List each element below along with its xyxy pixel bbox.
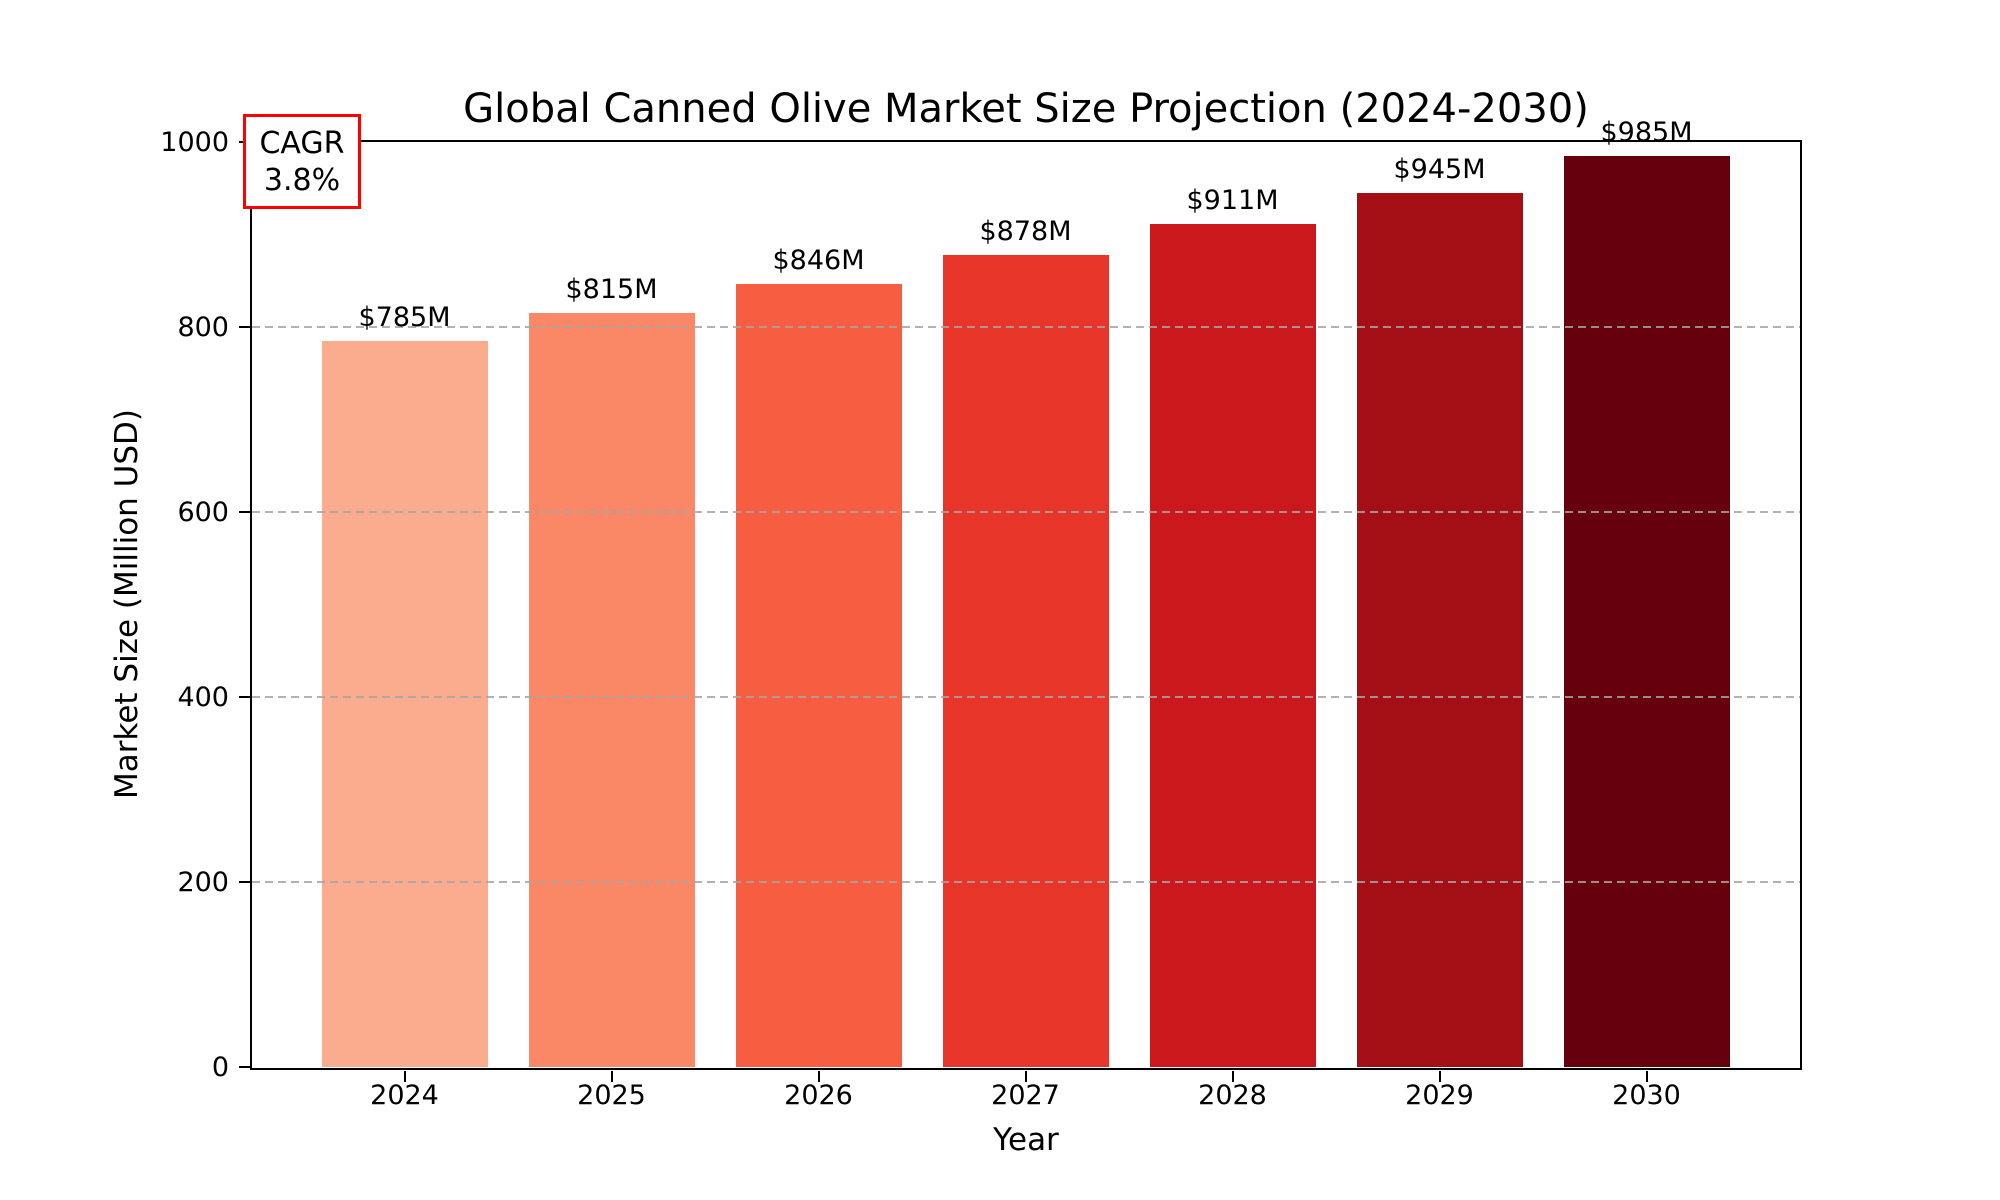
bar-value-label-2028: $911M (1186, 185, 1279, 217)
chart-title: Global Canned Olive Market Size Projecti… (463, 86, 1589, 132)
bar-2024 (321, 340, 488, 1067)
bar-2027 (942, 254, 1109, 1067)
x-tick-mark (610, 1070, 613, 1082)
y-tick-mark (238, 1066, 250, 1068)
bar-value-label-2026: $846M (772, 245, 865, 277)
gridline-200 (252, 881, 1800, 883)
y-tick-mark (238, 511, 250, 513)
plot-area: $785M 2024 $815M 2025 $846M 2026 $878M 2027 $911… (238, 117, 1802, 1111)
bar-value-label-2024: $785M (358, 301, 451, 333)
x-tick-label-2027: 2027 (991, 1080, 1060, 1111)
y-tick-label-400: 400 (177, 681, 229, 713)
x-tick-label-2024: 2024 (370, 1080, 439, 1111)
x-tick-mark (1438, 1070, 1441, 1082)
gridline-800 (252, 326, 1800, 328)
y-tick-mark (238, 881, 250, 883)
y-tick-label-800: 800 (177, 311, 229, 343)
x-tick-label-2025: 2025 (577, 1080, 646, 1111)
y-tick-label-200: 200 (177, 866, 229, 898)
bar-2030 (1563, 155, 1730, 1067)
x-axis-label: Year (993, 1122, 1059, 1158)
x-tick-mark (403, 1070, 406, 1082)
bar-value-label-2025: $815M (565, 274, 658, 306)
x-tick-mark (817, 1070, 820, 1082)
bar-value-label-2027: $878M (979, 215, 1072, 247)
x-tick-label-2028: 2028 (1198, 1080, 1267, 1111)
x-tick-label-2029: 2029 (1405, 1080, 1474, 1111)
x-tick-mark (1024, 1070, 1027, 1082)
y-tick-label-600: 600 (177, 496, 229, 528)
gridline-400 (252, 696, 1800, 698)
cagr-annotation-line1: CAGR (259, 125, 345, 161)
bar-2025 (528, 313, 695, 1067)
bar-value-label-2029: $945M (1393, 153, 1486, 185)
y-tick-mark (238, 696, 250, 698)
x-tick-mark (1645, 1070, 1648, 1082)
bar-2029 (1356, 192, 1523, 1067)
y-axis-tick-labels: 0 200 400 600 800 1000 (0, 0, 229, 1200)
bar-2028 (1149, 224, 1316, 1067)
x-tick-label-2026: 2026 (784, 1080, 853, 1111)
y-tick-mark (238, 326, 250, 328)
bar-value-label-2030: $985M (1600, 116, 1693, 148)
gridline-600 (252, 511, 1800, 513)
y-tick-label-0: 0 (211, 1051, 229, 1083)
x-tick-label-2030: 2030 (1612, 1080, 1681, 1111)
y-tick-label-1000: 1000 (160, 126, 229, 158)
bar-2026 (735, 284, 902, 1067)
cagr-annotation-line2: 3.8% (263, 162, 341, 198)
x-tick-mark (1231, 1070, 1234, 1082)
y-axis-label: Market Size (Million USD) (109, 409, 145, 799)
cagr-annotation: CAGR 3.8% (243, 114, 361, 209)
